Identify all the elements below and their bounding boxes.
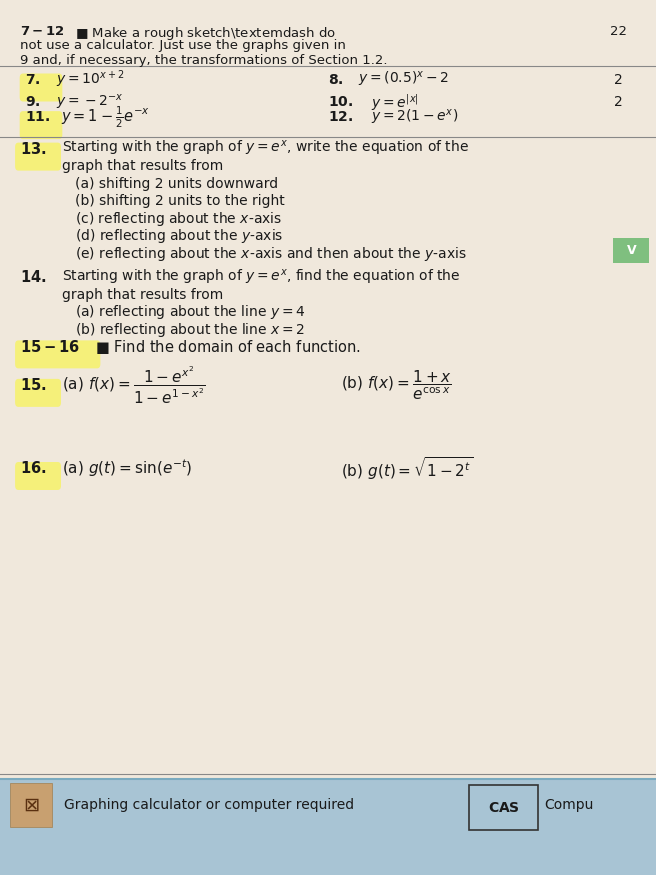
FancyBboxPatch shape <box>20 74 62 102</box>
Text: $\mathbf{11.}$: $\mathbf{11.}$ <box>25 110 50 124</box>
Text: (b) $g(t) = \sqrt{1 - 2^t}$: (b) $g(t) = \sqrt{1 - 2^t}$ <box>341 455 474 481</box>
Text: $y = 2(1 - e^x)$: $y = 2(1 - e^x)$ <box>371 108 458 127</box>
Text: (b) shifting 2 units to the right: (b) shifting 2 units to the right <box>75 194 285 208</box>
Text: $\blacksquare$ Make a rough sketch\textemdash do: $\blacksquare$ Make a rough sketch\texte… <box>75 24 337 41</box>
Text: $\mathbf{15.}$: $\mathbf{15.}$ <box>20 377 46 393</box>
Text: (b) $f(x) = \dfrac{1 + x}{e^{\cos x}}$: (b) $f(x) = \dfrac{1 + x}{e^{\cos x}}$ <box>341 368 452 402</box>
Text: Starting with the graph of $y = e^x$, write the equation of the: Starting with the graph of $y = e^x$, wr… <box>62 139 469 158</box>
Text: $\mathbf{13.}$: $\mathbf{13.}$ <box>20 141 46 157</box>
Text: $\mathbf{14.}$: $\mathbf{14.}$ <box>20 270 46 285</box>
Text: (a) reflecting about the line $y = 4$: (a) reflecting about the line $y = 4$ <box>75 304 306 321</box>
FancyBboxPatch shape <box>469 785 538 830</box>
FancyBboxPatch shape <box>15 340 100 368</box>
Text: $\mathbf{CAS}$: $\mathbf{CAS}$ <box>488 801 520 815</box>
Text: $2$: $2$ <box>613 95 623 109</box>
Text: (b) reflecting about the line $x = 2$: (b) reflecting about the line $x = 2$ <box>75 321 306 339</box>
Text: $y = 1 - \frac{1}{2}e^{-x}$: $y = 1 - \frac{1}{2}e^{-x}$ <box>61 105 150 130</box>
Text: $\mathbf{7-12}$: $\mathbf{7-12}$ <box>20 24 64 38</box>
FancyBboxPatch shape <box>613 238 649 262</box>
Text: $y = 10^{x+2}$: $y = 10^{x+2}$ <box>56 69 124 90</box>
Text: $\mathbf{15-16}$: $\mathbf{15-16}$ <box>20 339 79 354</box>
Text: $\mathbf{10.}$: $\mathbf{10.}$ <box>328 95 353 109</box>
FancyBboxPatch shape <box>20 111 62 139</box>
Text: $y = (0.5)^x - 2$: $y = (0.5)^x - 2$ <box>358 70 449 89</box>
Text: $y = e^{|x|}$: $y = e^{|x|}$ <box>371 92 419 113</box>
FancyBboxPatch shape <box>0 779 656 875</box>
FancyBboxPatch shape <box>15 143 61 171</box>
Text: (a) $f(x) = \dfrac{1 - e^{x^2}}{1 - e^{1-x^2}}$: (a) $f(x) = \dfrac{1 - e^{x^2}}{1 - e^{1… <box>62 364 206 406</box>
Text: graph that results from: graph that results from <box>62 288 224 302</box>
Text: (d) reflecting about the $y$-axis: (d) reflecting about the $y$-axis <box>75 228 284 245</box>
Text: (c) reflecting about the $x$-axis: (c) reflecting about the $x$-axis <box>75 210 283 228</box>
Text: $\mathbf{8.}$: $\mathbf{8.}$ <box>328 73 344 87</box>
Text: (a) shifting 2 units downward: (a) shifting 2 units downward <box>75 177 279 191</box>
Text: $\boxtimes$: $\boxtimes$ <box>22 795 39 815</box>
Text: 22: 22 <box>610 24 627 38</box>
FancyBboxPatch shape <box>15 379 61 407</box>
Text: $\mathbf{16.}$: $\mathbf{16.}$ <box>20 460 46 476</box>
Text: (e) reflecting about the $x$-axis and then about the $y$-axis: (e) reflecting about the $x$-axis and th… <box>75 245 467 262</box>
Text: $\blacksquare$ Find the domain of each function.: $\blacksquare$ Find the domain of each f… <box>95 338 361 355</box>
Text: Compu: Compu <box>544 798 594 812</box>
Text: $2$: $2$ <box>613 73 623 87</box>
Text: not use a calculator. Just use the graphs given in: not use a calculator. Just use the graph… <box>20 39 346 52</box>
FancyBboxPatch shape <box>10 783 52 827</box>
Text: (a) $g(t) = \sin(e^{-t})$: (a) $g(t) = \sin(e^{-t})$ <box>62 458 193 479</box>
FancyBboxPatch shape <box>15 462 61 490</box>
Text: Starting with the graph of $y = e^x$, find the equation of the: Starting with the graph of $y = e^x$, fi… <box>62 268 461 287</box>
Text: $y = -2^{-x}$: $y = -2^{-x}$ <box>56 93 123 112</box>
Text: Graphing calculator or computer required: Graphing calculator or computer required <box>64 798 354 812</box>
Text: $\mathbf{V}$: $\mathbf{V}$ <box>626 244 638 256</box>
Text: $\mathbf{9.}$: $\mathbf{9.}$ <box>25 95 41 109</box>
Text: $\mathbf{7.}$: $\mathbf{7.}$ <box>25 73 41 87</box>
Text: $\mathbf{12.}$: $\mathbf{12.}$ <box>328 110 353 124</box>
Text: 9 and, if necessary, the transformations of Section 1.2.: 9 and, if necessary, the transformations… <box>20 54 387 67</box>
Text: graph that results from: graph that results from <box>62 159 224 173</box>
